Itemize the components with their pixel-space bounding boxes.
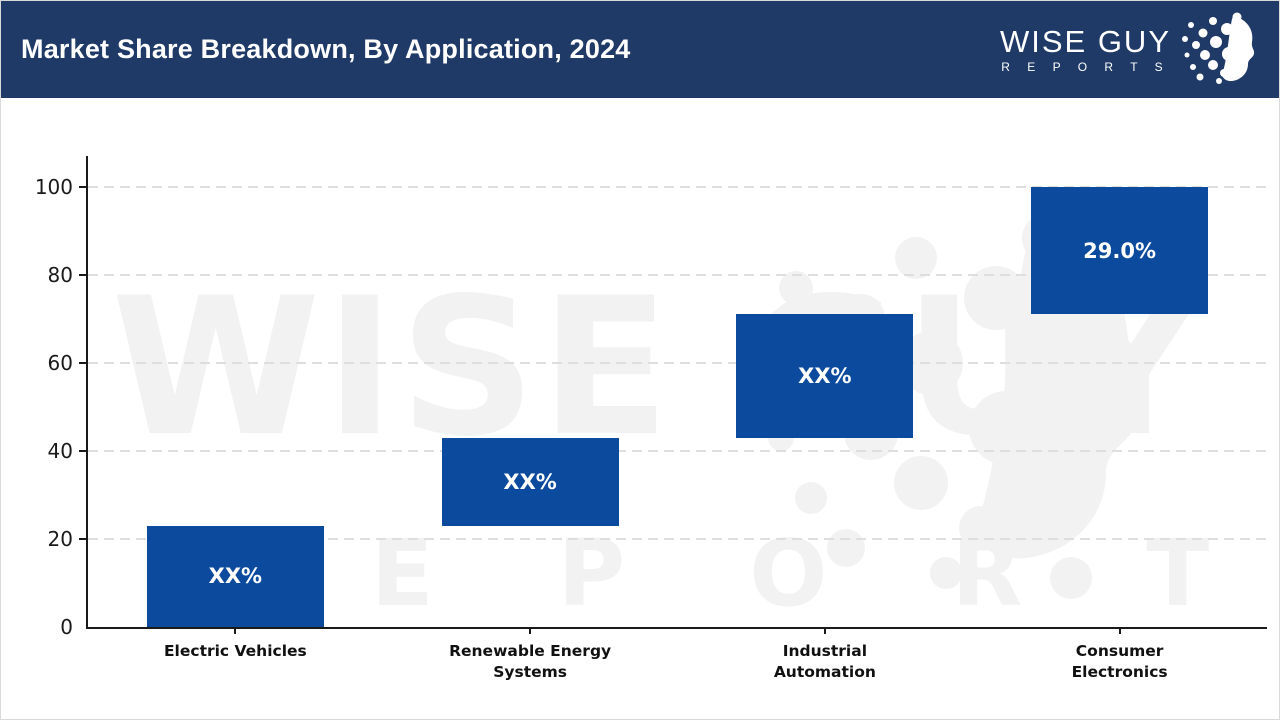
- y-tick-label: 60: [47, 350, 73, 375]
- y-tick-mark: [79, 449, 86, 452]
- bar-segment: XX%: [441, 437, 619, 526]
- x-category-label: Renewable Energy Systems: [449, 642, 612, 681]
- brand-name: WISE GUY: [999, 23, 1171, 59]
- bar-segment: XX%: [736, 314, 914, 438]
- gridline: [88, 185, 1267, 188]
- x-tick-mark: [1118, 627, 1121, 634]
- bar-segment: 29.0%: [1031, 186, 1209, 315]
- brand-text: WISE GUY R E P O R T S: [1000, 26, 1171, 74]
- y-tick-label: 20: [47, 526, 73, 551]
- watermark-text-secondary: R E P O R T S: [176, 520, 1279, 627]
- y-tick-mark: [79, 185, 86, 188]
- x-category-label: Consumer Electronics: [1071, 642, 1168, 681]
- x-tick-mark: [234, 627, 237, 634]
- y-tick-label: 0: [60, 615, 73, 639]
- chart-area: WISE GUY R E P O R T S 020406080100XX%El…: [1, 98, 1279, 719]
- bar-value-label: XX%: [503, 469, 557, 494]
- page-title: Market Share Breakdown, By Application, …: [21, 34, 631, 64]
- y-tick-label: 40: [47, 438, 73, 463]
- gridline: [88, 449, 1267, 452]
- header: Market Share Breakdown, By Application, …: [1, 1, 1279, 98]
- x-tick-mark: [529, 627, 532, 634]
- bar-value-label: XX%: [208, 564, 263, 589]
- brand-face-icon: [1182, 12, 1255, 84]
- x-tick-mark: [823, 627, 826, 634]
- brand-subtitle: R E P O R T S: [1001, 59, 1170, 74]
- gridline: [88, 273, 1267, 276]
- y-tick-mark: [79, 537, 86, 540]
- x-category-label: Industrial Automation: [773, 642, 876, 681]
- gridline: [88, 537, 1267, 540]
- y-tick-mark: [79, 361, 86, 364]
- plot-area: 0 20 40 60 80 100 XX% Electric Vehicles XX% Renew…: [35, 156, 1267, 681]
- bar-value-label: 29.0%: [1083, 238, 1157, 263]
- x-category-label: Electric Vehicles: [163, 642, 307, 660]
- gridline: [88, 361, 1267, 364]
- brand-logo: WISE GUY R E P O R T S: [1000, 9, 1255, 91]
- y-tick-label: 80: [47, 262, 73, 287]
- y-tick-label: 100: [34, 174, 73, 199]
- y-tick-mark: [79, 273, 86, 276]
- bar-value-label: XX%: [798, 364, 852, 389]
- bar-segment: XX%: [146, 525, 324, 627]
